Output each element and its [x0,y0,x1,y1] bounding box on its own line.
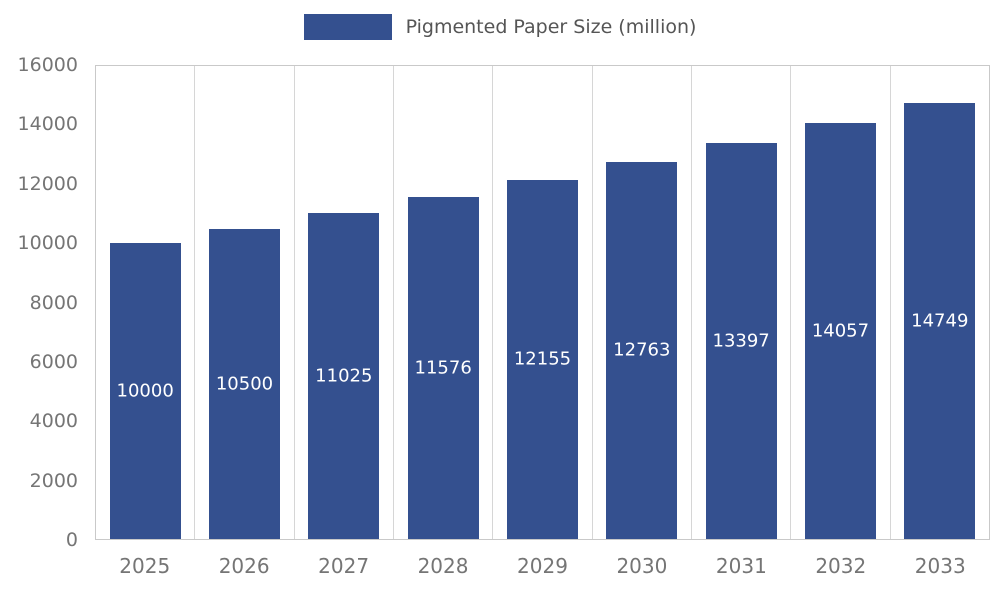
bar: 11025 [308,213,380,539]
x-axis: 2025 2026 2027 2028 2029 2030 2031 2032 2033 [95,546,990,578]
category-cell: 14057 [791,66,891,539]
plot-area: 10000 10500 11025 11576 12155 12763 13397 14057… [95,65,990,540]
legend-swatch [303,14,392,40]
bar-value-label: 14057 [811,320,870,342]
y-tick-label: 0 [65,529,78,551]
bar: 10500 [209,228,280,539]
bar-value-label: 13397 [712,330,770,352]
bar-value-label: 12763 [613,339,671,361]
x-tick-label: 2028 [417,554,469,578]
category-cell: 11025 [295,66,394,539]
bar-value-label: 11025 [315,365,373,387]
bar: 10000 [109,243,181,539]
bar: 13397 [705,142,777,539]
bar: 14749 [904,102,976,539]
bar: 14057 [805,123,876,539]
bar: 12155 [507,179,578,539]
y-tick-label: 12000 [17,172,78,195]
bar-value-label: 14749 [911,310,969,332]
x-tick-label: 2029 [517,554,568,578]
x-tick-label: 2031 [715,554,767,578]
bar-value-label: 12155 [513,348,572,370]
bar-value-label: 11576 [414,357,472,379]
y-tick-label: 2000 [29,469,78,492]
y-tick-label: 10000 [17,232,78,255]
y-tick-label: 6000 [29,350,78,373]
legend: Pigmented Paper Size (million) [0,14,1000,40]
x-tick-label: 2030 [616,554,668,578]
y-axis: 0 2000 4000 6000 8000 10000 12000 14000 16000 [0,54,88,551]
y-tick-label: 8000 [29,291,78,314]
category-cell: 10500 [195,66,295,539]
y-tick-label: 14000 [17,113,78,136]
category-cell: 11576 [394,66,494,539]
x-tick-label: 2032 [815,554,867,578]
category-cell: 10000 [96,66,196,539]
y-tick-label: 16000 [17,54,78,76]
x-tick-label: 2026 [218,554,270,578]
category-cell: 12763 [593,66,692,539]
category-cell: 13397 [692,66,792,539]
bar-value-label: 10500 [215,373,274,395]
bar: 11576 [407,196,479,539]
x-tick-label: 2025 [119,554,171,578]
category-cell: 14749 [891,66,989,539]
x-tick-label: 2027 [318,554,370,578]
bar: 12763 [606,161,678,539]
bar-value-label: 10000 [116,380,174,402]
category-cell: 12155 [493,66,593,539]
legend-label: Pigmented Paper Size (million) [405,16,697,38]
x-tick-label: 2033 [914,554,966,578]
y-tick-label: 4000 [29,410,78,433]
